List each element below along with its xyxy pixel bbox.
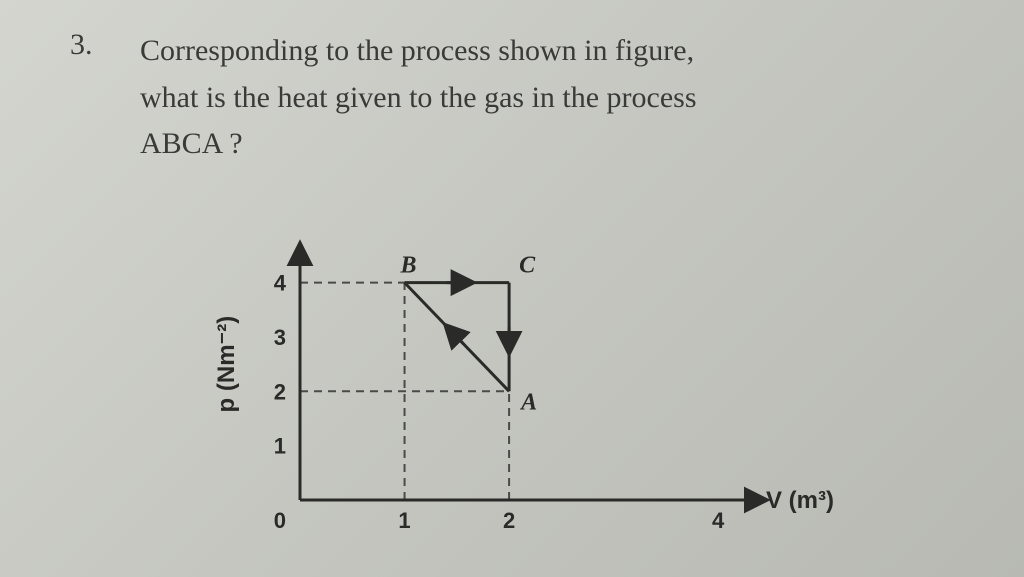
pv-graph: 1 2 3 4 1 2 4 0 p (Nm⁻²) V (m³) A B C bbox=[210, 220, 850, 540]
question-number: 3. bbox=[70, 28, 93, 62]
page: 3. Corresponding to the process shown in… bbox=[0, 0, 1024, 577]
edge-arrow bbox=[450, 330, 464, 344]
x-axis-label: V (m³) bbox=[766, 487, 834, 514]
graph-svg: 1 2 3 4 1 2 4 0 p (Nm⁻²) V (m³) A B C bbox=[210, 220, 850, 540]
x-tick-label: 2 bbox=[503, 508, 515, 533]
point-label: B bbox=[400, 253, 417, 279]
origin-label: 0 bbox=[274, 508, 286, 533]
y-axis-label: p (Nm⁻²) bbox=[213, 316, 240, 413]
y-tick-label: 4 bbox=[274, 271, 287, 296]
x-tick-label: 1 bbox=[398, 508, 410, 533]
point-label: C bbox=[519, 253, 536, 279]
question-text: Corresponding to the process shown in fi… bbox=[140, 28, 960, 168]
x-tick-label: 4 bbox=[712, 508, 725, 533]
question-line-2: what is the heat given to the gas in the… bbox=[140, 81, 697, 114]
question-line-3: ABCA ? bbox=[140, 127, 243, 160]
y-tick-label: 1 bbox=[274, 434, 286, 459]
y-tick-label: 3 bbox=[274, 325, 286, 350]
point-label: A bbox=[519, 389, 537, 415]
y-tick-label: 2 bbox=[274, 379, 286, 404]
question-line-1: Corresponding to the process shown in fi… bbox=[140, 34, 694, 67]
